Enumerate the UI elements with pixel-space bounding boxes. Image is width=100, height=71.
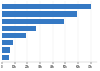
- Bar: [2, 4, 91, 9]
- Bar: [2, 47, 10, 53]
- Bar: [2, 11, 77, 17]
- Bar: [2, 55, 9, 60]
- Bar: [2, 40, 13, 45]
- Bar: [2, 26, 36, 31]
- Bar: [2, 19, 64, 24]
- Bar: [2, 33, 26, 38]
